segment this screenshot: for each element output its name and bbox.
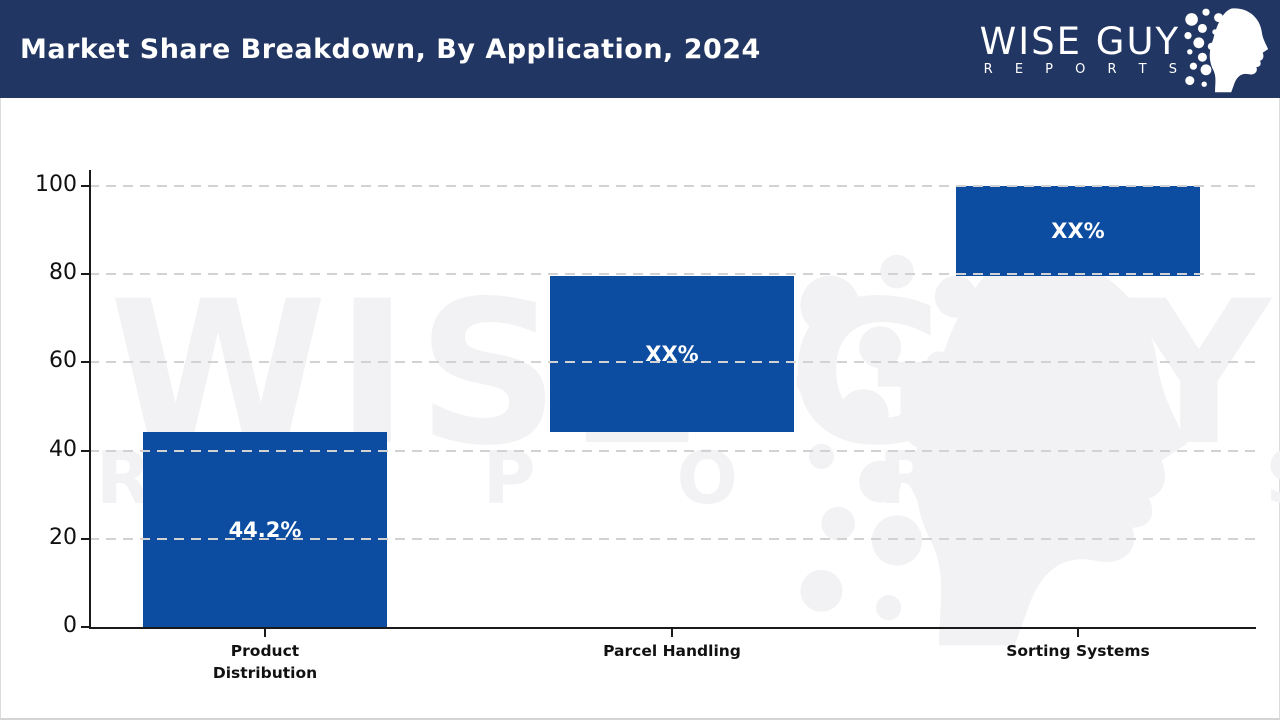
- x-category-label: Sorting Systems: [1006, 642, 1150, 660]
- watermark-face-icon: [796, 253, 1187, 646]
- brand-logo: WISE GUY R E P O R T S: [980, 4, 1272, 96]
- x-tick-mark: [671, 629, 673, 637]
- chart-title: Market Share Breakdown, By Application, …: [20, 33, 761, 65]
- x-axis: [89, 627, 1256, 629]
- x-tick-mark: [264, 629, 266, 637]
- brand-logo-text: WISE GUY R E P O R T S: [979, 20, 1186, 77]
- waterfall-bar: XX%: [956, 186, 1200, 276]
- waterfall-bar: XX%: [550, 275, 794, 433]
- header-bar: Market Share Breakdown, By Application, …: [0, 0, 1280, 98]
- bar-value-label: XX%: [1051, 218, 1105, 243]
- gridline: [89, 449, 1256, 452]
- y-tick-mark: [81, 273, 89, 276]
- gridline: [89, 537, 1256, 540]
- brand-subtitle: R E P O R T S: [983, 61, 1186, 77]
- wise-guy-face-icon: [1184, 8, 1269, 93]
- y-tick-label: 0: [63, 613, 77, 638]
- y-tick-mark: [81, 449, 89, 452]
- chart-area: WISE GUY R E P O R T S 44.2% XX% XX% 0 20 40 6…: [0, 98, 1280, 720]
- y-tick-label: 40: [49, 436, 77, 462]
- y-tick-label: 100: [35, 172, 77, 197]
- y-axis: [89, 170, 91, 629]
- gridline: [89, 273, 1256, 276]
- brand-name: WISE GUY: [979, 20, 1181, 64]
- y-tick-mark: [81, 537, 89, 540]
- x-category-label: Product Distribution: [212, 642, 318, 682]
- waterfall-bar: 44.2%: [143, 432, 387, 627]
- y-tick-label: 60: [49, 348, 77, 374]
- bar-value-label: 44.2%: [228, 517, 302, 542]
- x-tick-mark: [1077, 629, 1079, 637]
- x-category-label: Parcel Handling: [603, 642, 741, 660]
- y-tick-mark: [81, 626, 89, 628]
- gridline: [89, 185, 1256, 187]
- y-tick-mark: [81, 185, 89, 187]
- y-tick-mark: [81, 361, 89, 364]
- y-tick-label: 20: [49, 524, 77, 550]
- y-tick-label: 80: [49, 260, 77, 286]
- gridline: [89, 361, 1256, 364]
